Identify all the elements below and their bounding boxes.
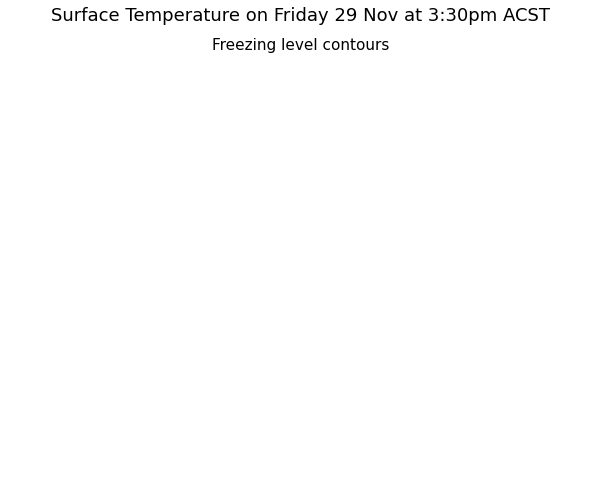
Text: Surface Temperature on Friday 29 Nov at 3:30pm ACST: Surface Temperature on Friday 29 Nov at … <box>51 7 550 25</box>
Text: Freezing level contours: Freezing level contours <box>212 38 389 53</box>
